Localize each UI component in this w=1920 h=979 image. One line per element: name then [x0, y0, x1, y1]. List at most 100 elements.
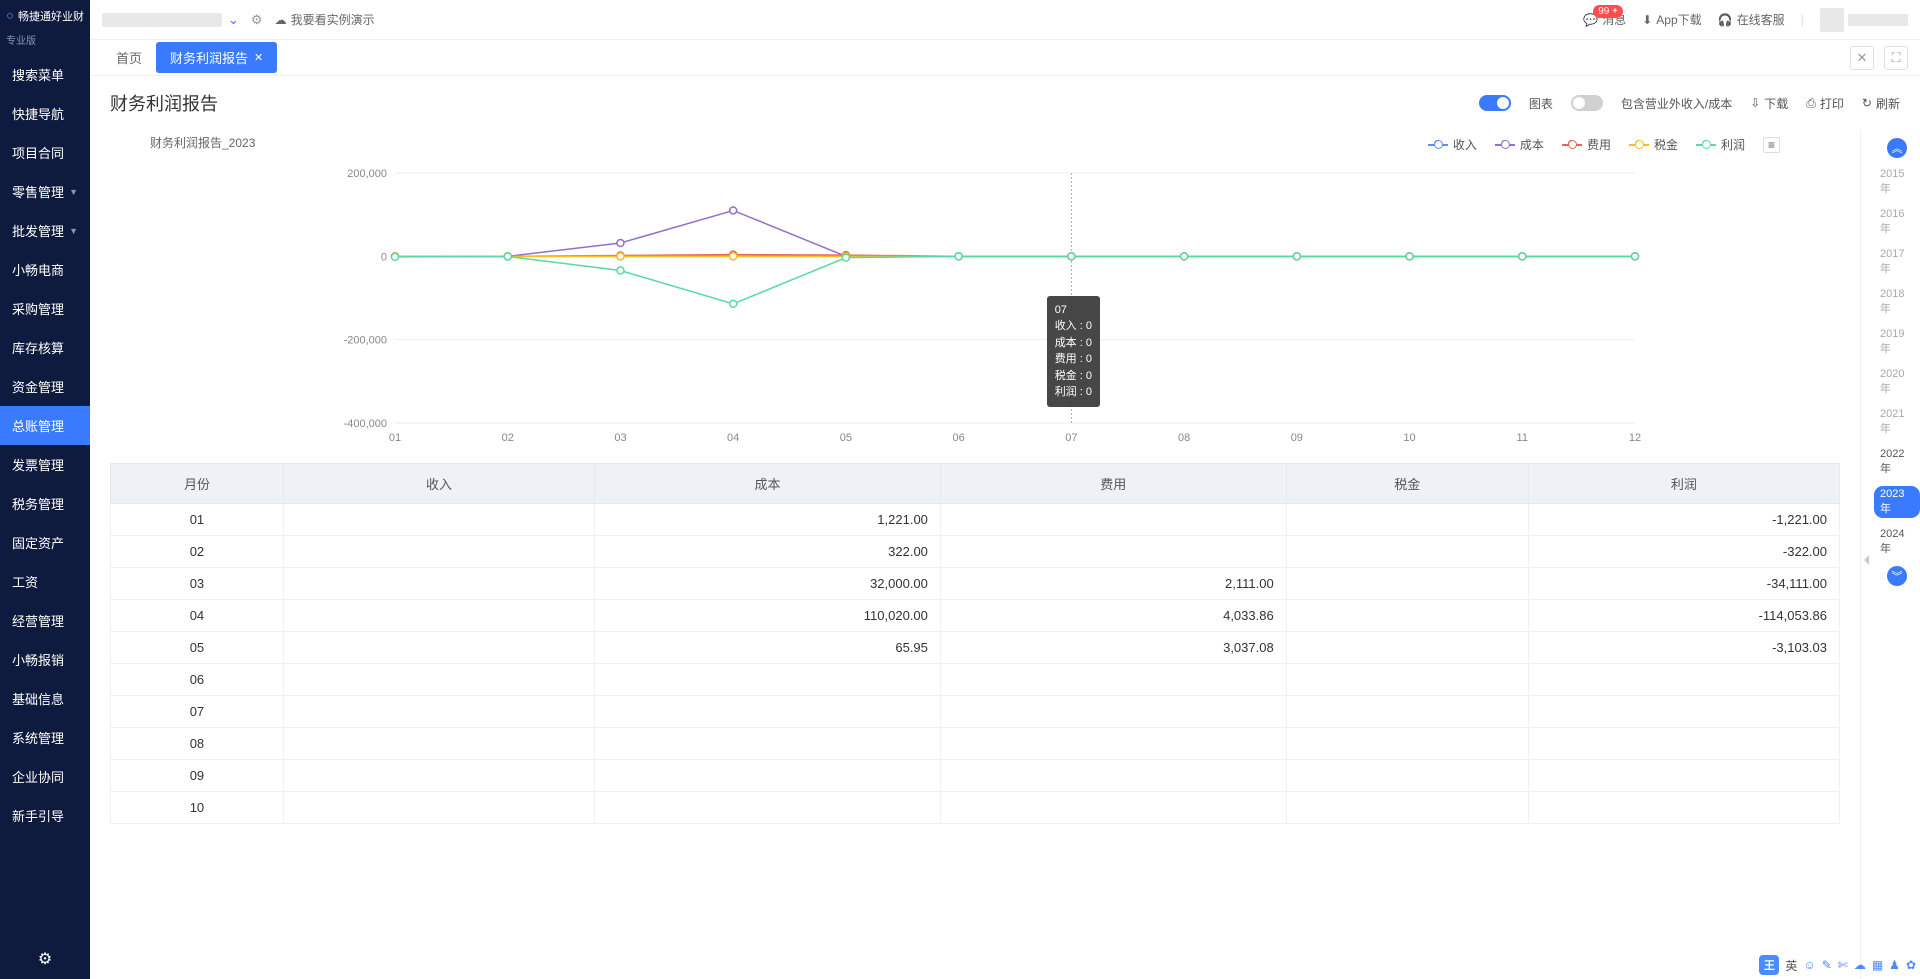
sidebar-item-9[interactable]: 总账管理	[0, 406, 90, 445]
table-row: 09	[111, 760, 1840, 792]
sidebar-item-10[interactable]: 发票管理	[0, 445, 90, 484]
year-prev-icon[interactable]: ︽	[1887, 138, 1907, 158]
legend-item-cost[interactable]: 成本	[1495, 136, 1544, 153]
sidebar-item-15[interactable]: 小畅报销	[0, 640, 90, 679]
fullscreen-icon[interactable]: ⛶	[1884, 46, 1908, 70]
caret-down-icon: ▼	[69, 226, 78, 236]
page-title: 财务利润报告	[110, 90, 218, 116]
sidebar-item-16[interactable]: 基础信息	[0, 679, 90, 718]
ime-cloud-icon[interactable]: ☁	[1854, 958, 1866, 972]
collapse-rail[interactable]	[1860, 130, 1874, 979]
cell-cost: 32,000.00	[595, 568, 941, 600]
sidebar-item-label: 库存核算	[12, 338, 64, 357]
cell-profit: -34,111.00	[1528, 568, 1839, 600]
ime-edit-icon[interactable]: ✎	[1822, 958, 1832, 972]
sidebar-item-0[interactable]: 搜索菜单	[0, 55, 90, 94]
ime-person-icon[interactable]: ♟	[1889, 958, 1900, 972]
table-header: 收入	[283, 464, 594, 504]
ime-bar: 王 英 ☺ ✎ ✄ ☁ ▦ ♟ ✿	[1759, 955, 1916, 975]
year-item[interactable]: 2021年	[1874, 406, 1920, 438]
cell-income	[283, 536, 594, 568]
app-download[interactable]: ⬇ App下载	[1642, 11, 1701, 28]
cell-cost	[595, 728, 941, 760]
svg-text:03: 03	[614, 432, 626, 444]
chart-canvas[interactable]: -400,000-200,0000200,0000102030405060708…	[110, 153, 1840, 453]
sidebar-item-17[interactable]: 系统管理	[0, 718, 90, 757]
toggle-extra-label: 包含营业外收入/成本	[1621, 95, 1732, 112]
sidebar-item-19[interactable]: 新手引导	[0, 796, 90, 835]
sidebar-item-5[interactable]: 小畅电商	[0, 250, 90, 289]
print-button[interactable]: ⎙打印	[1806, 95, 1844, 112]
ime-settings-icon[interactable]: ✿	[1906, 958, 1916, 972]
legend-more-icon[interactable]: ≡	[1763, 137, 1780, 153]
legend-item-tax[interactable]: 税金	[1629, 136, 1678, 153]
sidebar-item-label: 发票管理	[12, 455, 64, 474]
year-next-icon[interactable]: ︾	[1887, 566, 1907, 586]
sidebar-item-2[interactable]: 项目合同	[0, 133, 90, 172]
close-all-tabs-icon[interactable]: ✕	[1850, 46, 1874, 70]
year-item[interactable]: 2018年	[1874, 286, 1920, 318]
refresh-button[interactable]: ↻刷新	[1862, 95, 1900, 112]
sidebar-item-4[interactable]: 批发管理▼	[0, 211, 90, 250]
tabs-bar: 首页 财务利润报告 ✕ ✕ ⛶	[90, 40, 1920, 76]
ime-app-icon[interactable]: 王	[1759, 955, 1779, 975]
sidebar: 畅捷通好业财 专业版 搜索菜单快捷导航项目合同零售管理▼批发管理▼小畅电商采购管…	[0, 0, 90, 979]
demo-link[interactable]: ☁ 我要看实例演示	[275, 11, 375, 28]
gear-icon[interactable]: ⚙	[251, 12, 263, 28]
cell-tax	[1286, 632, 1528, 664]
year-item[interactable]: 2016年	[1874, 206, 1920, 238]
cell-income	[283, 504, 594, 536]
ime-grid-icon[interactable]: ▦	[1872, 958, 1883, 972]
cloud-icon: ☁	[275, 13, 287, 27]
year-item[interactable]: 2015年	[1874, 166, 1920, 198]
headset-icon: 🎧	[1718, 13, 1733, 27]
cell-cost: 65.95	[595, 632, 941, 664]
legend-label: 税金	[1654, 136, 1678, 153]
cell-expense	[940, 792, 1286, 824]
messages[interactable]: 💬 消息 99 +	[1583, 11, 1626, 28]
sidebar-item-1[interactable]: 快捷导航	[0, 94, 90, 133]
svg-text:12: 12	[1629, 432, 1641, 444]
sidebar-item-8[interactable]: 资金管理	[0, 367, 90, 406]
year-item[interactable]: 2019年	[1874, 326, 1920, 358]
table-row: 04110,020.004,033.86-114,053.86	[111, 600, 1840, 632]
sidebar-item-7[interactable]: 库存核算	[0, 328, 90, 367]
svg-text:04: 04	[727, 432, 739, 444]
settings-icon[interactable]: ⚙	[0, 939, 90, 979]
tab-close-icon[interactable]: ✕	[254, 51, 263, 64]
sidebar-item-6[interactable]: 采购管理	[0, 289, 90, 328]
legend-item-income[interactable]: 收入	[1428, 136, 1477, 153]
ime-scissor-icon[interactable]: ✄	[1838, 958, 1848, 972]
svg-text:08: 08	[1178, 432, 1190, 444]
user-menu[interactable]	[1820, 8, 1908, 32]
export-icon: ⇩	[1750, 96, 1760, 110]
sidebar-item-11[interactable]: 税务管理	[0, 484, 90, 523]
toggle-chart[interactable]	[1479, 95, 1511, 111]
legend-item-expense[interactable]: 费用	[1562, 136, 1611, 153]
tab-home[interactable]: 首页	[102, 42, 156, 73]
toggle-extra[interactable]	[1571, 95, 1603, 111]
sidebar-item-12[interactable]: 固定资产	[0, 523, 90, 562]
support[interactable]: 🎧 在线客服	[1718, 11, 1785, 28]
year-item[interactable]: 2024年	[1874, 526, 1920, 558]
year-item[interactable]: 2023年	[1874, 486, 1920, 518]
year-item[interactable]: 2017年	[1874, 246, 1920, 278]
year-item[interactable]: 2022年	[1874, 446, 1920, 478]
cell-income	[283, 760, 594, 792]
legend-item-profit[interactable]: 利润	[1696, 136, 1745, 153]
sidebar-item-14[interactable]: 经营管理	[0, 601, 90, 640]
year-item[interactable]: 2020年	[1874, 366, 1920, 398]
org-name-placeholder	[102, 13, 222, 27]
tab-report[interactable]: 财务利润报告 ✕	[156, 42, 277, 73]
sidebar-item-18[interactable]: 企业协同	[0, 757, 90, 796]
ime-smile-icon[interactable]: ☺	[1803, 958, 1815, 972]
cell-profit: -1,221.00	[1528, 504, 1839, 536]
org-selector[interactable]: ⌄	[102, 12, 239, 28]
sidebar-item-13[interactable]: 工资	[0, 562, 90, 601]
nav: 搜索菜单快捷导航项目合同零售管理▼批发管理▼小畅电商采购管理库存核算资金管理总账…	[0, 55, 90, 939]
sidebar-item-3[interactable]: 零售管理▼	[0, 172, 90, 211]
cell-month: 03	[111, 568, 284, 600]
ime-lang[interactable]: 英	[1785, 957, 1797, 974]
download-button[interactable]: ⇩下载	[1750, 95, 1788, 112]
brand-name: 畅捷通好业财	[18, 8, 84, 24]
